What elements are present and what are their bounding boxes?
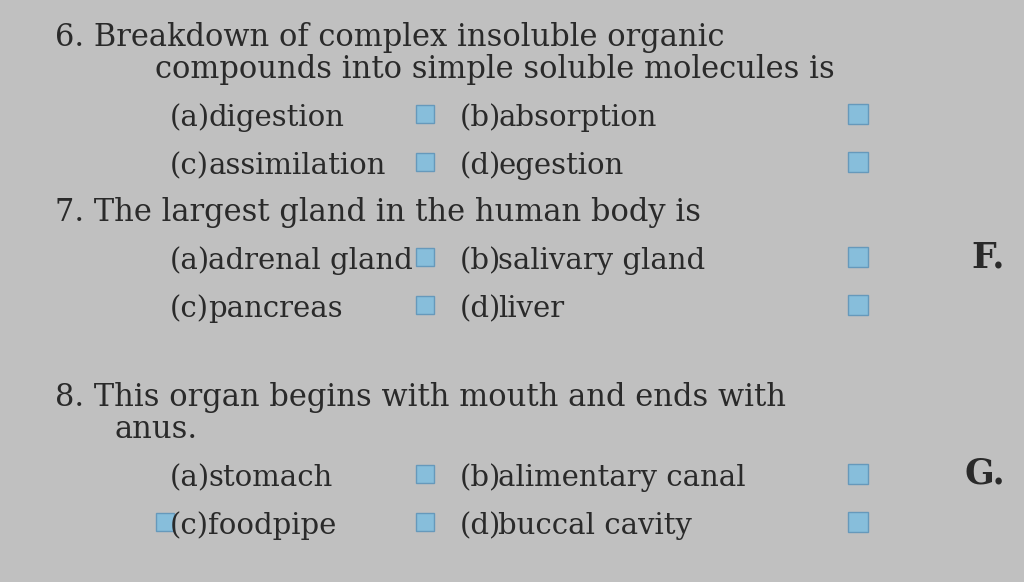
Text: (c): (c) [170, 295, 209, 323]
Text: (d): (d) [460, 295, 502, 323]
FancyBboxPatch shape [416, 513, 434, 531]
Text: (c): (c) [170, 152, 209, 180]
FancyBboxPatch shape [416, 248, 434, 266]
Text: absorption: absorption [498, 104, 656, 132]
Text: (b): (b) [460, 464, 502, 492]
Text: pancreas: pancreas [208, 295, 343, 323]
Text: (a): (a) [170, 464, 210, 492]
Text: egestion: egestion [498, 152, 624, 180]
FancyBboxPatch shape [848, 295, 868, 315]
Text: 6. Breakdown of complex insoluble organic: 6. Breakdown of complex insoluble organi… [55, 22, 725, 53]
Text: (a): (a) [170, 104, 210, 132]
Text: digestion: digestion [208, 104, 344, 132]
FancyBboxPatch shape [156, 513, 174, 531]
Text: 7. The largest gland in the human body is: 7. The largest gland in the human body i… [55, 197, 701, 228]
Text: salivary gland: salivary gland [498, 247, 706, 275]
FancyBboxPatch shape [848, 152, 868, 172]
Text: foodpipe: foodpipe [208, 512, 336, 540]
FancyBboxPatch shape [848, 464, 868, 484]
Text: compounds into simple soluble molecules is: compounds into simple soluble molecules … [155, 54, 835, 85]
FancyBboxPatch shape [848, 512, 868, 532]
FancyBboxPatch shape [416, 153, 434, 171]
Text: anus.: anus. [115, 414, 198, 445]
FancyBboxPatch shape [416, 465, 434, 483]
Text: F.: F. [972, 240, 1005, 274]
Text: (d): (d) [460, 512, 502, 540]
FancyBboxPatch shape [416, 105, 434, 123]
Text: (d): (d) [460, 152, 502, 180]
FancyBboxPatch shape [848, 104, 868, 124]
Text: stomach: stomach [208, 464, 332, 492]
Text: liver: liver [498, 295, 564, 323]
Text: adrenal gland: adrenal gland [208, 247, 413, 275]
Text: (c): (c) [170, 512, 209, 540]
Text: buccal cavity: buccal cavity [498, 512, 692, 540]
FancyBboxPatch shape [416, 296, 434, 314]
FancyBboxPatch shape [848, 247, 868, 267]
Text: (b): (b) [460, 104, 502, 132]
Text: alimentary canal: alimentary canal [498, 464, 745, 492]
Text: (a): (a) [170, 247, 210, 275]
Text: assimilation: assimilation [208, 152, 385, 180]
Text: G.: G. [965, 457, 1005, 491]
Text: 8. This organ begins with mouth and ends with: 8. This organ begins with mouth and ends… [55, 382, 786, 413]
Text: (b): (b) [460, 247, 502, 275]
